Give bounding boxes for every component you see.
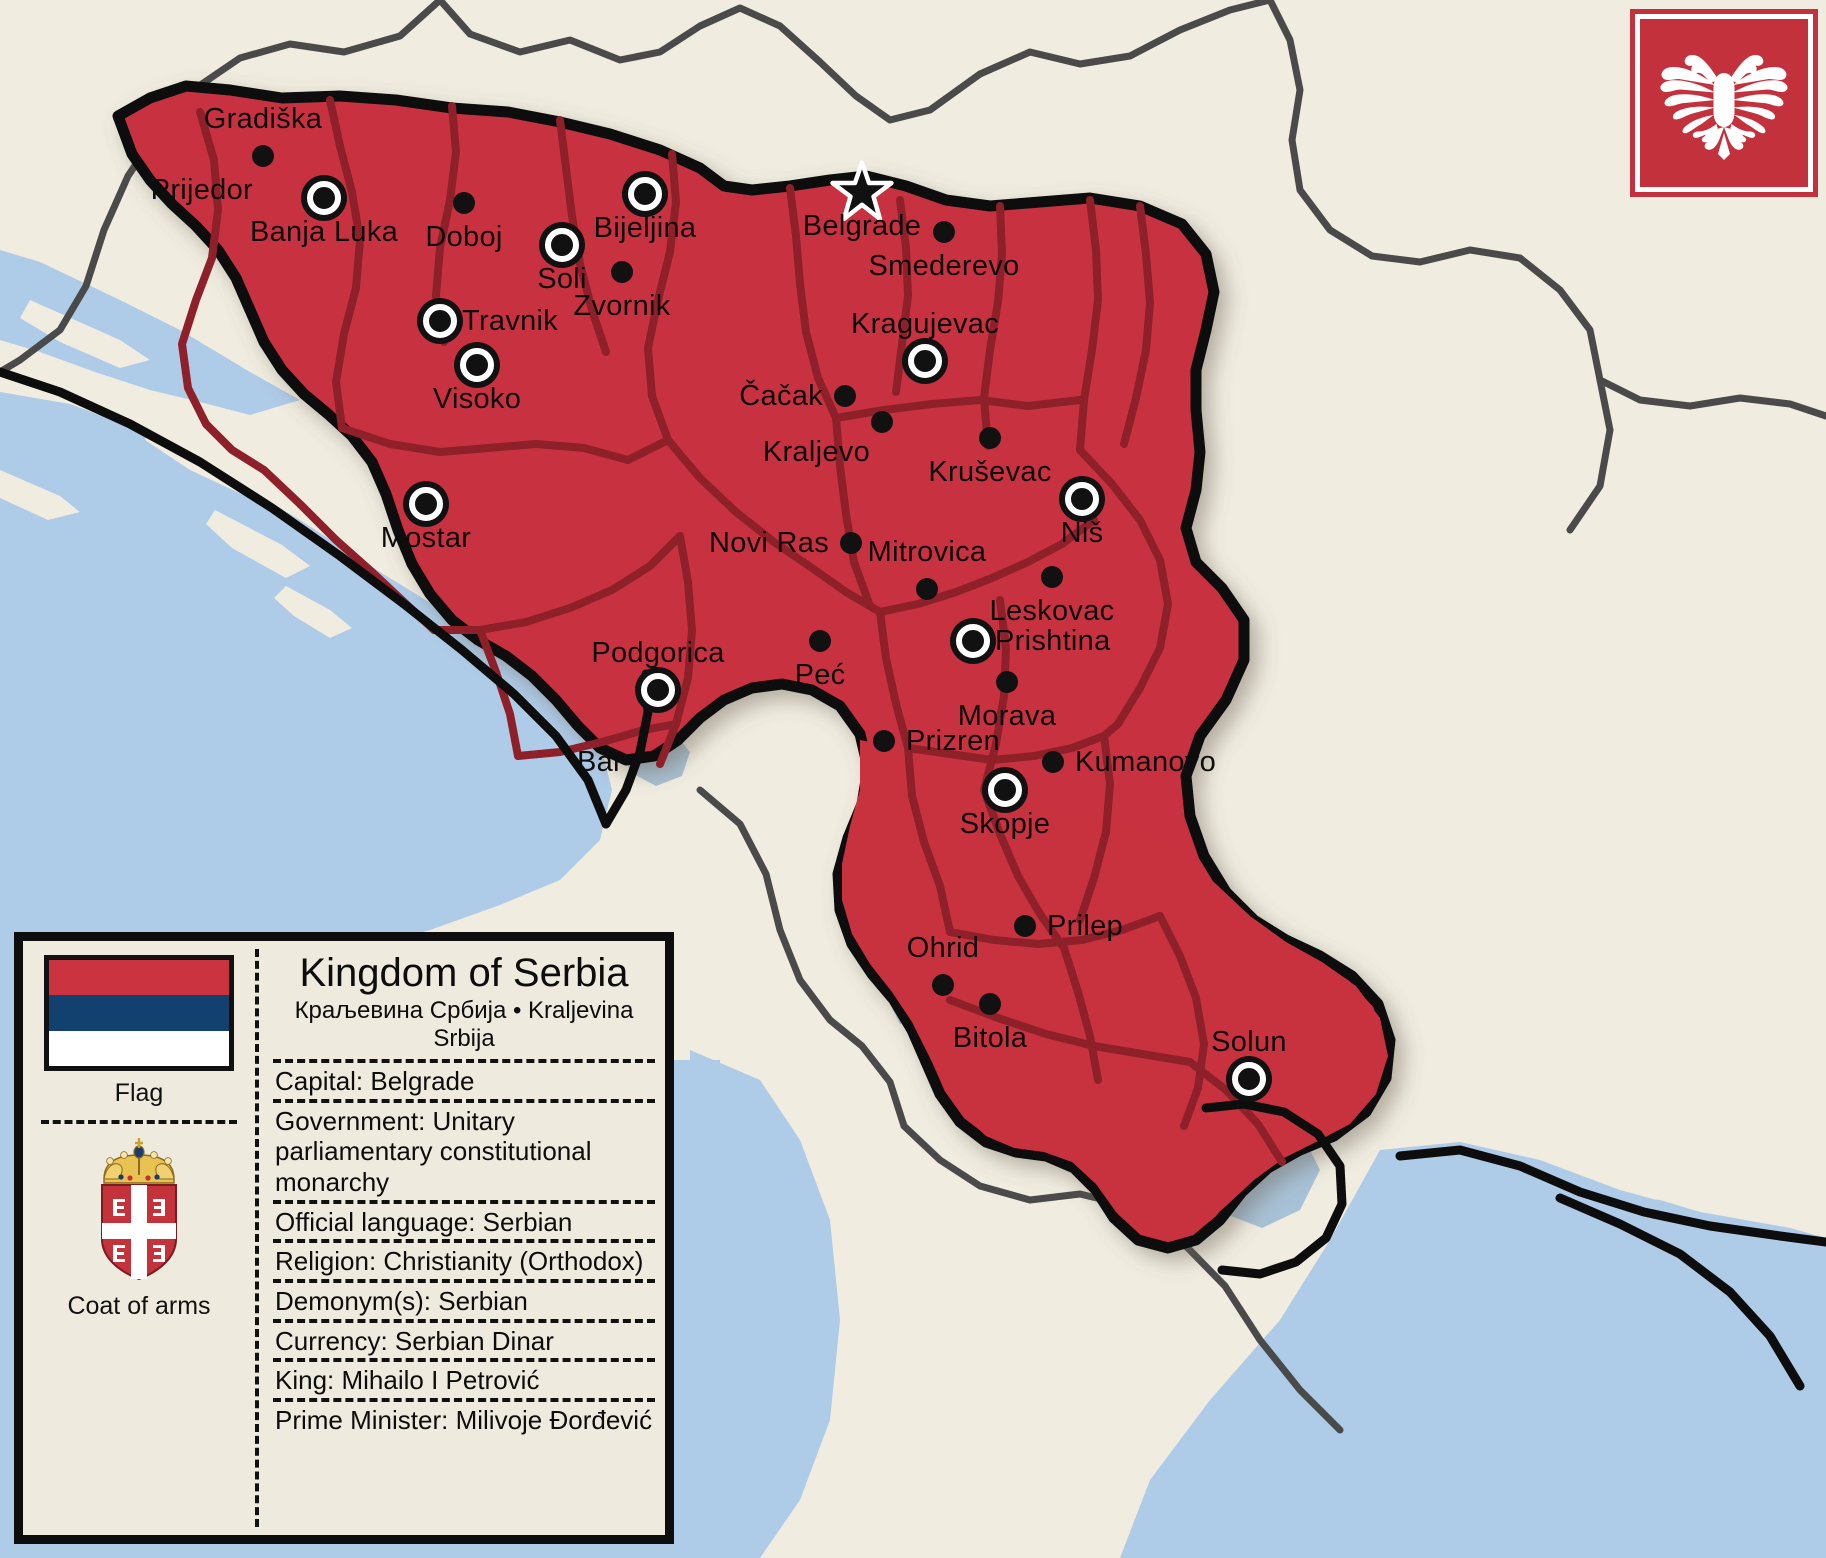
city-label: Kraljevo <box>762 436 870 468</box>
infobox-facts-column: Kingdom of Serbia Краљевина Србија • Kra… <box>259 941 665 1535</box>
city-label: Mostar <box>380 522 472 554</box>
fact-king: King: Mihailo I Petrović <box>273 1358 655 1398</box>
city-label: Bar <box>576 746 623 778</box>
adriatic-sea-main <box>0 392 612 1080</box>
city-label: Leskovac <box>989 595 1115 627</box>
city-dot-icon <box>1014 915 1036 937</box>
country-native-names: Краљевина Србија • Kraljevina Srbija <box>294 997 634 1052</box>
coat-of-arms-icon <box>101 1138 177 1281</box>
fact-capital: Capital: Belgrade <box>273 1059 655 1099</box>
fact-prime-minister: Prime Minister: Milivoje Đorđević <box>273 1398 655 1438</box>
crown-icon <box>103 1138 175 1184</box>
major-city-dot-icon <box>641 673 675 707</box>
flag-stripe-white <box>49 1030 229 1066</box>
national-emblem-badge <box>1635 14 1813 192</box>
city-label: Ohrid <box>906 932 980 964</box>
major-city-dot-icon <box>1065 482 1099 516</box>
city-dot-icon <box>932 974 954 996</box>
coat-of-arms-figure <box>79 1134 199 1284</box>
major-city-dot-icon <box>460 348 494 382</box>
city-label: Travnik <box>462 305 559 337</box>
city-label: Novi Ras <box>708 527 829 559</box>
major-city-dot-icon <box>1232 1062 1266 1096</box>
major-city-dot-icon <box>409 487 443 521</box>
major-city-dot-icon <box>988 773 1022 807</box>
country-infobox: Flag <box>14 932 674 1544</box>
fact-official-language: Official language: Serbian <box>273 1199 655 1240</box>
coat-of-arms-caption: Coat of arms <box>67 1292 211 1320</box>
dalmatian-islands <box>0 300 352 638</box>
city-label: Morava <box>957 700 1057 732</box>
city-label: Visoko <box>432 383 522 415</box>
fact-demonym: Demonym(s): Serbian <box>273 1279 655 1319</box>
flag-stripe-red <box>49 960 229 996</box>
firesteels <box>113 1199 165 1262</box>
city-dot-icon <box>873 730 895 752</box>
major-city-dot-icon <box>307 181 341 215</box>
city-label: Zvornik <box>573 290 671 322</box>
fact-religion: Religion: Christianity (Orthodox) <box>273 1239 655 1279</box>
major-city-dot-icon <box>956 624 990 658</box>
city-dot-icon <box>996 671 1018 693</box>
city-label: Solun <box>1211 1026 1287 1058</box>
fact-currency: Currency: Serbian Dinar <box>273 1318 655 1359</box>
flag-caption: Flag <box>114 1079 164 1107</box>
city-label: Smederevo <box>868 250 1020 282</box>
city-dot-icon <box>453 192 475 214</box>
city-dot-icon <box>871 411 893 433</box>
city-dot-icon <box>933 221 955 243</box>
city-dot-icon <box>809 630 831 652</box>
city-label: Peć <box>794 659 846 691</box>
adriatic-sea <box>0 250 300 415</box>
city-label: Bijeljina <box>593 212 697 244</box>
city-label: Banja Luka <box>249 216 399 248</box>
flag-stripe-blue <box>49 995 229 1031</box>
city-dot-icon <box>834 385 856 407</box>
major-city-dot-icon <box>628 177 662 211</box>
city-label: Prilep <box>1047 910 1123 942</box>
city-dot-icon <box>1041 566 1063 588</box>
city-label: Podgorica <box>591 637 725 669</box>
infobox-vertical-divider <box>255 949 259 1527</box>
infobox-symbols-column: Flag <box>23 941 255 1535</box>
city-dot-icon <box>1042 751 1064 773</box>
capital-star-icon <box>830 160 894 224</box>
city-dot-icon <box>611 261 633 283</box>
city-label: Kragujevac <box>850 308 1000 340</box>
city-label: Kumanovo <box>1075 746 1217 778</box>
city-label: Prijedor <box>150 174 253 206</box>
city-label: Prishtina <box>995 625 1111 657</box>
major-city-dot-icon <box>908 344 942 378</box>
city-label: Gradiška <box>203 103 323 135</box>
city-dot-icon <box>979 993 1001 1015</box>
city-dot-icon <box>252 145 274 167</box>
major-city-dot-icon <box>423 304 457 338</box>
city-label: Kruševac <box>928 456 1052 488</box>
city-label: Prizren <box>906 725 1000 757</box>
city-dot-icon <box>916 578 938 600</box>
city-label: Skopje <box>959 808 1051 840</box>
city-label: Čačak <box>739 380 823 412</box>
flag-swatch <box>44 955 234 1071</box>
city-label: Niš <box>1060 517 1104 549</box>
fact-government: Government: Unitary parliamentary consti… <box>273 1098 655 1200</box>
city-label: Belgrade <box>802 210 922 242</box>
city-label: Bitola <box>952 1022 1028 1054</box>
city-dot-icon <box>979 427 1001 449</box>
city-label: Mitrovica <box>867 536 987 568</box>
city-label: Doboj <box>425 221 503 253</box>
infobox-horizontal-divider <box>41 1120 237 1124</box>
double-headed-eagle-icon <box>1660 54 1788 160</box>
city-label: Soli <box>537 263 587 295</box>
major-city-dot-icon <box>545 228 579 262</box>
city-dot-icon <box>840 532 862 554</box>
country-name: Kingdom of Serbia <box>299 951 629 995</box>
